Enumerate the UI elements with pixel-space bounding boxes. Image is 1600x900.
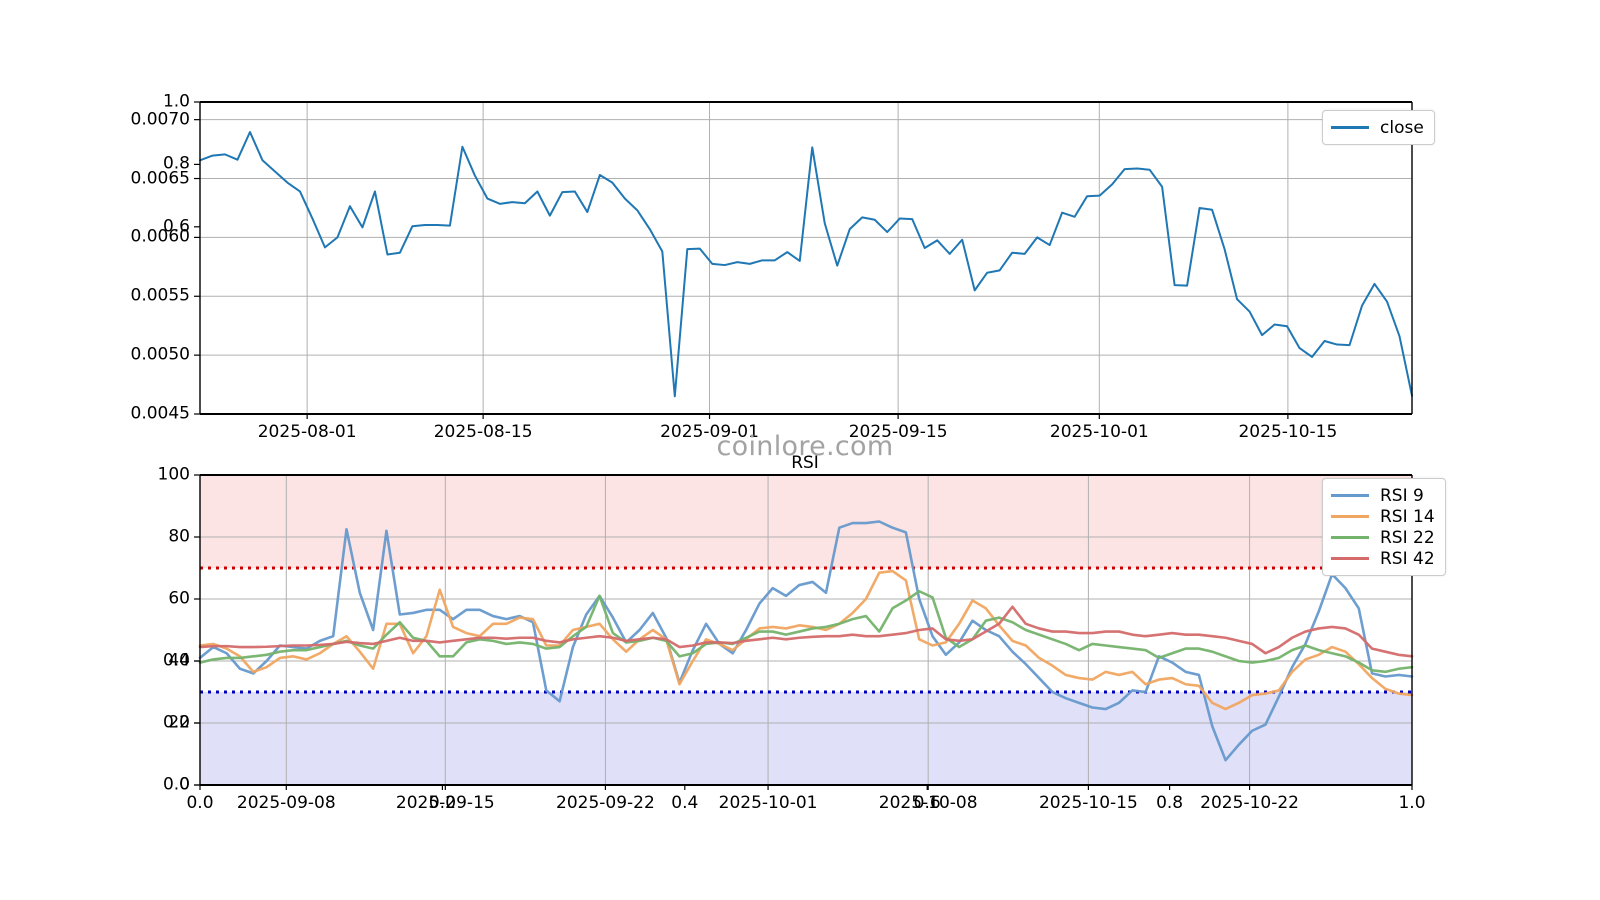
price-y-tick-label: 0.0070 xyxy=(130,109,190,130)
rsi-legend-item[interactable]: RSI 42 xyxy=(1331,548,1435,569)
legend-label: RSI 42 xyxy=(1380,548,1435,569)
legend-line-swatch-icon xyxy=(1331,494,1369,497)
price-x-tick-label: 2025-08-15 xyxy=(433,422,533,442)
rsi-legend: RSI 9 RSI 14 RSI 22 RSI 42 xyxy=(1322,478,1446,576)
price-chart-panel: 0.0045 0.0050 0.0055 0.0060 0.0065 0.0070 0.6… xyxy=(130,91,1435,442)
rsi-x-tick-overlay-label: 0.8 xyxy=(1156,793,1184,813)
rsi-x-tick-label: 2025-09-22 xyxy=(556,793,655,813)
rsi-x-tick-label: 2025-09-08 xyxy=(236,793,336,813)
rsi-y-tick-label: 40 xyxy=(168,650,190,671)
rsi-x-tick-overlay-label: 0.6 xyxy=(913,793,941,813)
legend-label: RSI 14 xyxy=(1380,506,1435,527)
rsi-y-tick-label: 60 xyxy=(168,588,190,609)
rsi-y-tick-label: 0 xyxy=(179,774,190,795)
rsi-x-tick-overlay-label: 1.0 xyxy=(1398,793,1426,813)
legend-line-swatch-icon xyxy=(1331,126,1369,129)
price-y-tick-label: 0.0045 xyxy=(130,403,190,424)
rsi-y-tick-label: 100 xyxy=(157,464,190,485)
rsi-y-tick-overlay-label: 0.2 xyxy=(162,712,190,733)
price-x-tick-label: 2025-08-01 xyxy=(257,422,357,442)
price-legend: close xyxy=(1322,110,1435,145)
legend-line-swatch-icon xyxy=(1331,557,1369,560)
rsi-y-tick-label: 80 xyxy=(168,526,190,547)
rsi-x-tick-label: 2025-10-22 xyxy=(1200,793,1299,813)
rsi-y-tick-label: 20 xyxy=(168,712,190,733)
price-y-tick-label: 0.0050 xyxy=(130,344,190,365)
rsi-chart-svg xyxy=(194,474,1414,790)
price-chart-svg xyxy=(194,101,1413,419)
price-y-tick-label: 0.0065 xyxy=(130,168,190,189)
price-x-tick-label: 2025-10-01 xyxy=(1049,422,1149,442)
rsi-x-tick-overlay-label: 0.4 xyxy=(671,793,699,813)
price-x-tick-label: 2025-09-15 xyxy=(848,422,948,442)
price-y-tick-label: 0.0060 xyxy=(130,226,190,247)
price-x-tick-label: 2025-10-15 xyxy=(1238,422,1338,442)
price-y-tick-label: 0.0055 xyxy=(130,285,190,306)
rsi-y-tick-overlay-label: 0.0 xyxy=(162,774,190,795)
rsi-y-tick-overlay-label: 0.4 xyxy=(162,650,190,671)
watermark: coinlore.com xyxy=(716,431,894,462)
rsi-chart-title: RSI xyxy=(791,453,819,473)
rsi-chart-panel: 0 20 40 60 80 100 0.0 0.2 0.4 2025-09-08 2025-09… xyxy=(0,460,1600,900)
rsi-x-tick-label: 2025-10-08 xyxy=(878,793,978,813)
rsi-legend-item[interactable]: RSI 9 xyxy=(1331,485,1435,506)
price-y-tick-overlay-label: 0.8 xyxy=(162,153,190,174)
price-legend-item[interactable]: close xyxy=(1331,117,1424,138)
legend-line-swatch-icon xyxy=(1331,536,1369,539)
rsi-x-tick-label: 2025-10-15 xyxy=(1038,793,1138,813)
rsi-legend-item[interactable]: RSI 22 xyxy=(1331,527,1435,548)
rsi-x-tick-overlay-label: 0.2 xyxy=(428,793,456,813)
legend-label: RSI 22 xyxy=(1380,527,1435,548)
rsi-legend-item[interactable]: RSI 14 xyxy=(1331,506,1435,527)
rsi-x-tick-label: 2025-10-01 xyxy=(718,793,818,813)
price-x-tick-label: 2025-09-01 xyxy=(660,422,759,442)
price-y-tick-overlay-label: 0.6 xyxy=(162,216,190,237)
legend-line-swatch-icon xyxy=(1331,515,1369,518)
rsi-x-tick-label: 2025-09-15 xyxy=(395,793,495,813)
legend-label: close xyxy=(1380,117,1424,138)
rsi-x-tick-overlay-label: 0.0 xyxy=(186,793,214,813)
legend-label: RSI 9 xyxy=(1380,485,1424,506)
price-y-tick-overlay-label: 1.0 xyxy=(162,91,190,112)
